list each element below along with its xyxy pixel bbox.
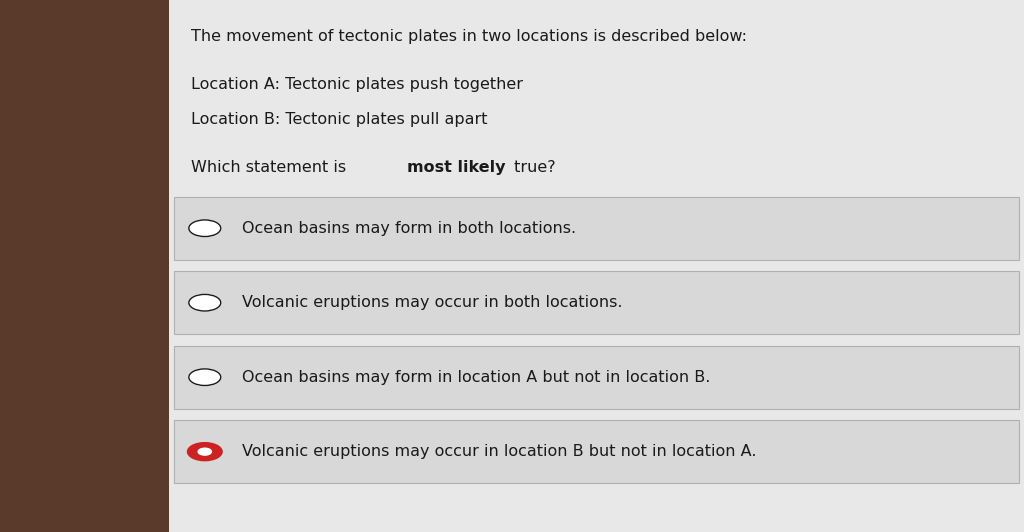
FancyBboxPatch shape xyxy=(174,346,1019,409)
Text: Ocean basins may form in both locations.: Ocean basins may form in both locations. xyxy=(242,221,575,236)
FancyBboxPatch shape xyxy=(174,271,1019,334)
Text: true?: true? xyxy=(509,160,556,174)
Text: Volcanic eruptions may occur in both locations.: Volcanic eruptions may occur in both loc… xyxy=(242,295,623,310)
Circle shape xyxy=(187,443,222,461)
Circle shape xyxy=(188,369,221,386)
FancyBboxPatch shape xyxy=(0,0,169,532)
Text: most likely: most likely xyxy=(407,160,505,174)
FancyBboxPatch shape xyxy=(174,197,1019,260)
Circle shape xyxy=(188,294,221,311)
Text: Volcanic eruptions may occur in location B but not in location A.: Volcanic eruptions may occur in location… xyxy=(242,444,756,459)
Text: Location A: Tectonic plates push together: Location A: Tectonic plates push togethe… xyxy=(191,77,523,92)
Text: Which statement is: Which statement is xyxy=(191,160,351,174)
Text: Ocean basins may form in location A but not in location B.: Ocean basins may form in location A but … xyxy=(242,370,710,385)
Circle shape xyxy=(199,448,212,455)
Circle shape xyxy=(188,220,221,237)
Text: Location B: Tectonic plates pull apart: Location B: Tectonic plates pull apart xyxy=(191,112,488,127)
Text: The movement of tectonic plates in two locations is described below:: The movement of tectonic plates in two l… xyxy=(191,29,748,44)
FancyBboxPatch shape xyxy=(174,420,1019,483)
